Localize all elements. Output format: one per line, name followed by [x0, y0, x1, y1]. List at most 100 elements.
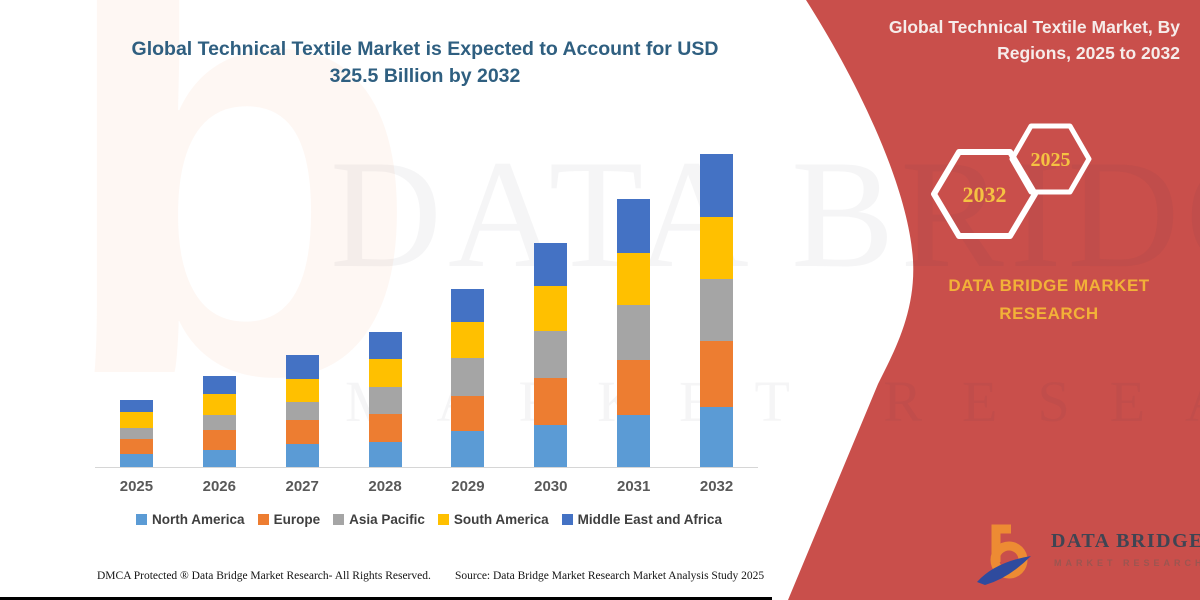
bar-segment-europe — [119, 439, 153, 454]
red-panel-shape — [788, 0, 1200, 600]
bar-segment-europe — [202, 430, 236, 451]
year-hexagons: 2025 2032 — [931, 123, 1092, 239]
bar-segment-north-america — [368, 442, 402, 467]
x-axis-labels: 2025 2026 2027 2028 2029 2030 2031 2032 — [95, 478, 758, 495]
bottom-divider-line — [0, 597, 772, 600]
bar-segment-europe — [700, 341, 734, 407]
panel-brand-text: DATA BRIDGE MARKET RESEARCH — [948, 276, 1150, 324]
bar-segment-middle-east-and-africa — [534, 242, 568, 286]
bar-segment-asia-pacific — [285, 402, 319, 421]
x-axis-line — [95, 467, 758, 468]
plot-area — [95, 154, 758, 467]
legend-item-europe: Europe — [257, 512, 321, 527]
chart-title: Global Technical Textile Market is Expec… — [131, 38, 719, 88]
x-tick-label-2027: 2027 — [285, 478, 319, 495]
bar-segment-asia-pacific — [368, 386, 402, 415]
hexagon-2032-badge: 2032 — [931, 149, 1038, 239]
footer-copyright: DMCA Protected ® Data Bridge Market Rese… — [97, 570, 431, 582]
bar-slot-2026 — [178, 154, 261, 467]
logo-name: DATA BRIDGE — [1051, 530, 1200, 552]
legend-swatch — [136, 514, 148, 525]
stacked-bar-2027 — [285, 355, 319, 467]
stacked-bar-2031 — [617, 198, 651, 467]
legend-item-north-america: North America — [136, 512, 245, 527]
bar-segment-south-america — [368, 358, 402, 387]
legend-label: North America — [152, 512, 245, 527]
bar-segment-north-america — [285, 443, 319, 467]
hexagon-2032-label: 2032 — [963, 182, 1007, 207]
legend-label: Europe — [273, 512, 321, 527]
bar-segment-middle-east-and-africa — [451, 289, 485, 322]
hexagon-2025-label: 2025 — [1031, 149, 1071, 171]
bar-segment-asia-pacific — [700, 278, 734, 341]
bar-segment-asia-pacific — [202, 414, 236, 431]
bar-segment-asia-pacific — [119, 427, 153, 440]
x-tick-label-2026: 2026 — [202, 478, 236, 495]
x-tick-label-2028: 2028 — [368, 478, 402, 495]
bar-segment-middle-east-and-africa — [202, 376, 236, 395]
bar-segment-north-america — [534, 424, 568, 467]
bar-slot-2027 — [261, 154, 344, 467]
x-tick-label-2030: 2030 — [534, 478, 568, 495]
bar-segment-asia-pacific — [534, 331, 568, 378]
bar-segment-middle-east-and-africa — [700, 154, 734, 217]
bar-segment-middle-east-and-africa — [617, 198, 651, 254]
stacked-bar-2029 — [451, 289, 485, 467]
bar-segment-north-america — [119, 453, 153, 467]
legend-label: Middle East and Africa — [577, 512, 722, 527]
bar-segment-south-america — [202, 394, 236, 415]
bar-segment-middle-east-and-africa — [368, 331, 402, 359]
hexagon-2025-badge: 2025 — [1009, 123, 1092, 195]
stacked-bar-2026 — [202, 376, 236, 467]
logo-swoosh — [977, 556, 1031, 585]
legend-swatch — [333, 514, 345, 525]
bar-segment-north-america — [451, 431, 485, 467]
stacked-bar-2028 — [368, 331, 402, 467]
stacked-bar-2025 — [119, 399, 153, 467]
bar-segment-south-america — [534, 285, 568, 332]
bar-slot-2025 — [95, 154, 178, 467]
data-bridge-logo: DATA BRIDGE MARKET RESEARCH — [975, 520, 1200, 592]
bar-segment-north-america — [617, 415, 651, 467]
bar-slot-2031 — [592, 154, 675, 467]
legend-swatch — [257, 514, 269, 525]
bar-slot-2028 — [344, 154, 427, 467]
bar-segment-europe — [617, 359, 651, 416]
bar-slot-2032 — [675, 154, 758, 467]
legend-swatch — [561, 514, 573, 525]
footer-source: Source: Data Bridge Market Research Mark… — [455, 570, 765, 582]
bar-segment-middle-east-and-africa — [119, 399, 153, 413]
bar-segment-south-america — [119, 412, 153, 428]
legend-swatch — [437, 514, 449, 525]
legend-item-middle-east-and-africa: Middle East and Africa — [561, 512, 722, 527]
bar-segment-asia-pacific — [451, 358, 485, 396]
x-tick-label-2031: 2031 — [617, 478, 651, 495]
bar-segment-middle-east-and-africa — [285, 355, 319, 379]
bar-segment-south-america — [700, 216, 734, 279]
legend-item-south-america: South America — [437, 512, 549, 527]
data-bridge-logo-icon — [977, 524, 1031, 585]
bar-segment-europe — [534, 377, 568, 425]
stacked-bar-2030 — [534, 242, 568, 467]
bar-segment-south-america — [617, 253, 651, 306]
bar-segment-north-america — [202, 450, 236, 467]
bar-segment-south-america — [285, 378, 319, 403]
bar-segment-asia-pacific — [617, 305, 651, 360]
chart-legend: North America Europe Asia Pacific South Ame… — [95, 512, 763, 527]
legend-label: South America — [453, 512, 549, 527]
legend-item-asia-pacific: Asia Pacific — [333, 512, 425, 527]
bar-segment-north-america — [700, 406, 734, 467]
bar-segment-europe — [368, 414, 402, 442]
x-tick-label-2025: 2025 — [119, 478, 154, 495]
x-tick-label-2029: 2029 — [451, 478, 485, 495]
bar-slot-2030 — [509, 154, 592, 467]
legend-label: Asia Pacific — [349, 512, 425, 527]
bar-slot-2029 — [427, 154, 510, 467]
bar-segment-europe — [285, 420, 319, 444]
bar-segment-south-america — [451, 321, 485, 359]
bar-segment-europe — [451, 395, 485, 432]
logo-subtitle: MARKET RESEARCH — [1054, 558, 1200, 568]
x-tick-label-2032: 2032 — [699, 478, 734, 495]
